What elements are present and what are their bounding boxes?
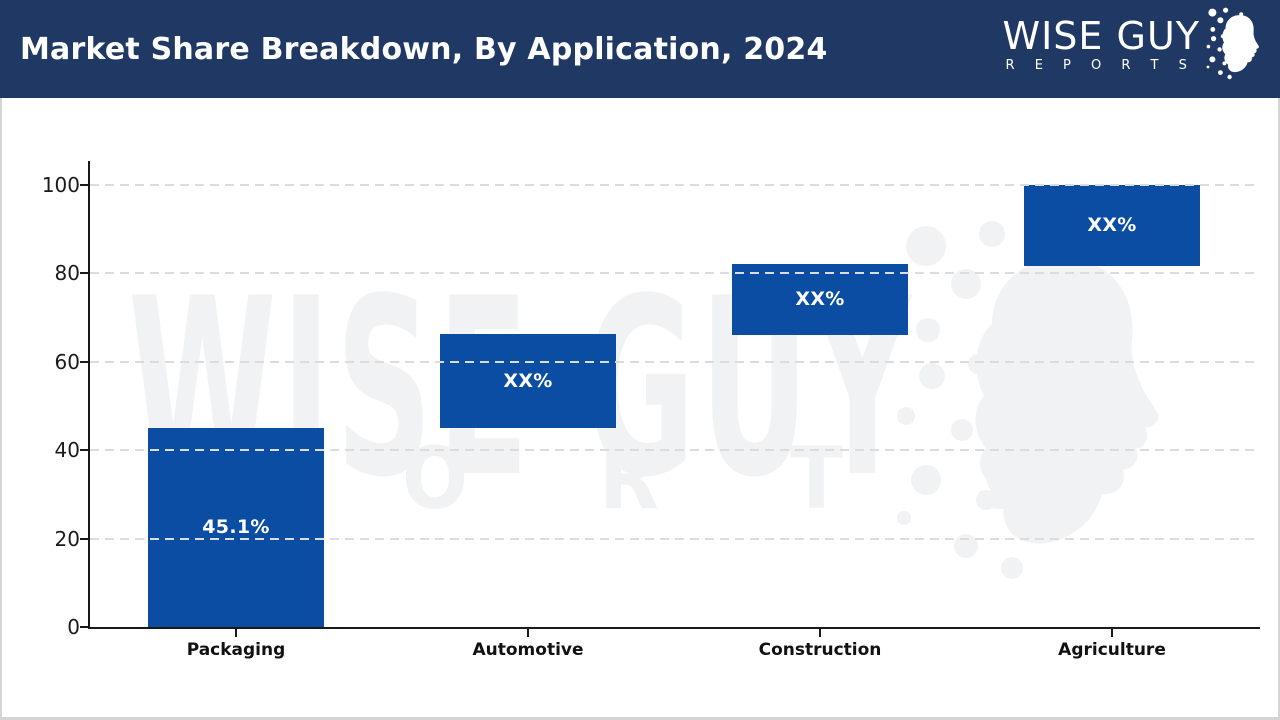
brand-face-icon — [1202, 6, 1266, 84]
y-tick-mark-100 — [80, 184, 88, 186]
brand-logo: WISE GUY R E P O R T S — [1003, 6, 1266, 84]
gridline-80 — [90, 272, 1258, 275]
x-tick-mark-agriculture — [1111, 629, 1113, 637]
gridline-40 — [90, 449, 1258, 452]
page-title: Market Share Breakdown, By Application, … — [20, 31, 828, 67]
y-tick-mark-60 — [80, 360, 88, 363]
x-tick-mark-construction — [819, 629, 821, 637]
bar-value-label: XX% — [795, 288, 845, 311]
brand-name: WISE GUY — [1002, 14, 1200, 59]
bar-value-label: XX% — [503, 369, 553, 392]
watermark-face-icon — [874, 218, 1194, 598]
x-category-label: Packaging — [186, 640, 286, 660]
chart-canvas: WISE GUY P O R T S 0 20 40 60 80 100 45.1% Pack… — [0, 98, 1280, 720]
bar-agriculture: XX% — [1024, 185, 1200, 266]
gridline-20 — [90, 537, 1258, 540]
x-category-label: Agriculture — [1058, 640, 1166, 660]
x-category-label: Automotive — [472, 640, 584, 660]
y-tick-label-100: 100 — [41, 173, 80, 197]
x-tick-mark-packaging — [235, 629, 237, 637]
x-tick-mark-automotive — [527, 629, 529, 637]
gridline-100 — [90, 184, 1258, 186]
y-axis-line — [88, 161, 90, 629]
header-bar: Market Share Breakdown, By Application, … — [0, 0, 1280, 98]
y-tick-mark-20 — [80, 537, 88, 540]
y-tick-label-40: 40 — [54, 438, 80, 463]
x-axis-line — [88, 627, 1260, 629]
bar-value-label: 45.1% — [202, 516, 270, 539]
bar-packaging: 45.1% — [148, 427, 324, 627]
brand-logo-text: WISE GUY R E P O R T S — [1002, 14, 1200, 73]
y-tick-label-20: 20 — [54, 526, 80, 551]
y-tick-mark-40 — [80, 449, 88, 452]
y-tick-mark-0 — [80, 626, 88, 628]
y-tick-label-0: 0 — [67, 615, 80, 639]
bar-automotive: XX% — [440, 333, 616, 428]
brand-subtitle: R E P O R T S — [1005, 57, 1195, 73]
gridline-60 — [90, 360, 1258, 363]
x-category-label: Construction — [758, 640, 882, 660]
bar-construction: XX% — [732, 264, 908, 335]
y-tick-label-80: 80 — [54, 261, 80, 286]
y-tick-label-60: 60 — [54, 349, 80, 374]
y-tick-mark-80 — [80, 272, 88, 275]
bar-value-label: XX% — [1087, 214, 1137, 237]
